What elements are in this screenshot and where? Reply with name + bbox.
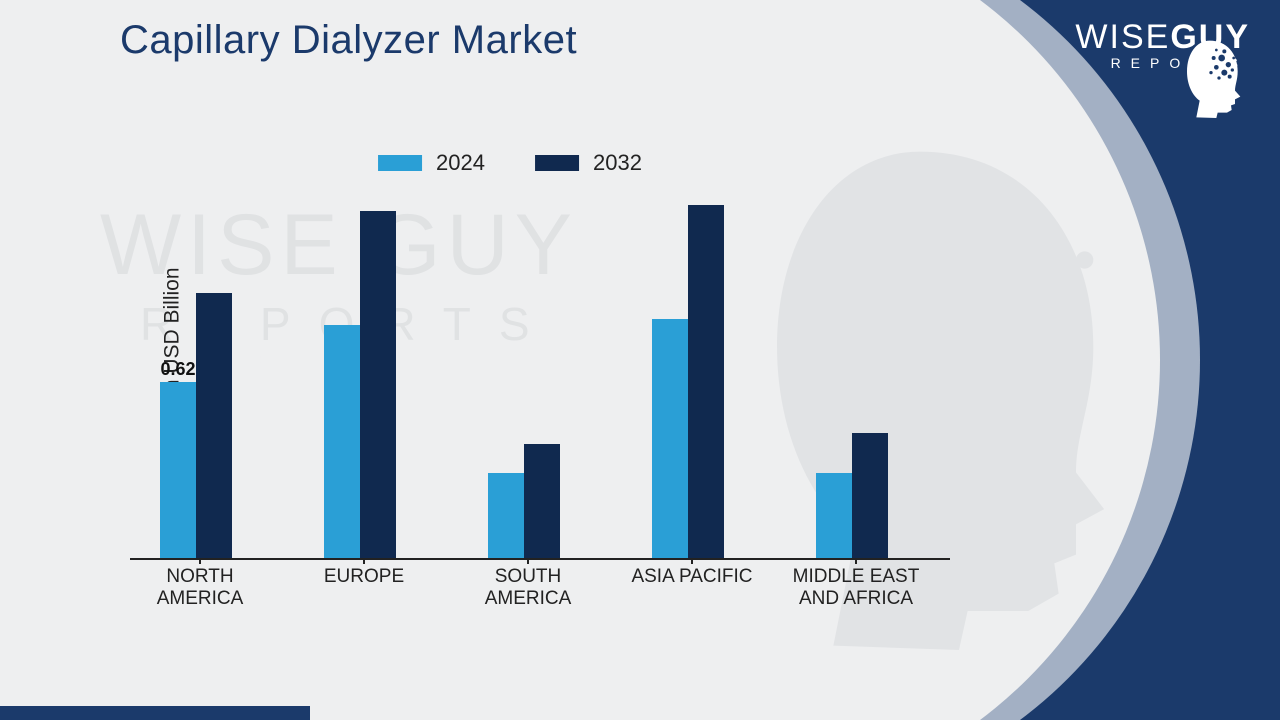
bar-2032	[524, 444, 560, 558]
x-tick	[199, 558, 201, 564]
logo-word-1: WISE	[1075, 18, 1170, 56]
legend-item-2032: 2032	[535, 150, 642, 176]
chart-legend: 2024 2032	[378, 150, 642, 176]
bar-2032	[852, 433, 888, 558]
bottom-accent-bar	[0, 706, 310, 720]
chart-title: Capillary Dialyzer Market	[120, 18, 577, 63]
bar-chart: Market Size in USD Billion 2024 2032 0.6…	[60, 150, 960, 630]
bar-value-label: 0.62	[160, 359, 195, 380]
legend-swatch-2032	[535, 155, 579, 171]
category-label: NORTH AMERICA	[130, 566, 270, 610]
bar-2024	[652, 319, 688, 558]
bar-2024	[488, 473, 524, 558]
stage: WISE GUY REPORTS Capillary Dialyzer Mark…	[0, 0, 1280, 720]
legend-swatch-2024	[378, 155, 422, 171]
bar-2032	[196, 293, 232, 558]
legend-label-2032: 2032	[593, 150, 642, 176]
x-tick	[855, 558, 857, 564]
brand-logo: WISEGUY REPORTS	[1075, 18, 1250, 71]
legend-item-2024: 2024	[378, 150, 485, 176]
plot-area: 0.62NORTH AMERICAEUROPESOUTH AMERICAASIA…	[130, 190, 950, 560]
bar-2024	[324, 325, 360, 558]
category-label: MIDDLE EAST AND AFRICA	[786, 566, 926, 610]
bar-2024: 0.62	[160, 382, 196, 558]
bar-2032	[688, 205, 724, 558]
x-tick	[363, 558, 365, 564]
x-tick	[527, 558, 529, 564]
bar-2032	[360, 211, 396, 558]
category-label: ASIA PACIFIC	[622, 566, 762, 588]
category-label: EUROPE	[294, 566, 434, 588]
legend-label-2024: 2024	[436, 150, 485, 176]
category-label: SOUTH AMERICA	[458, 566, 598, 610]
bar-2024	[816, 473, 852, 558]
logo-head-icon	[1176, 38, 1246, 118]
x-tick	[691, 558, 693, 564]
